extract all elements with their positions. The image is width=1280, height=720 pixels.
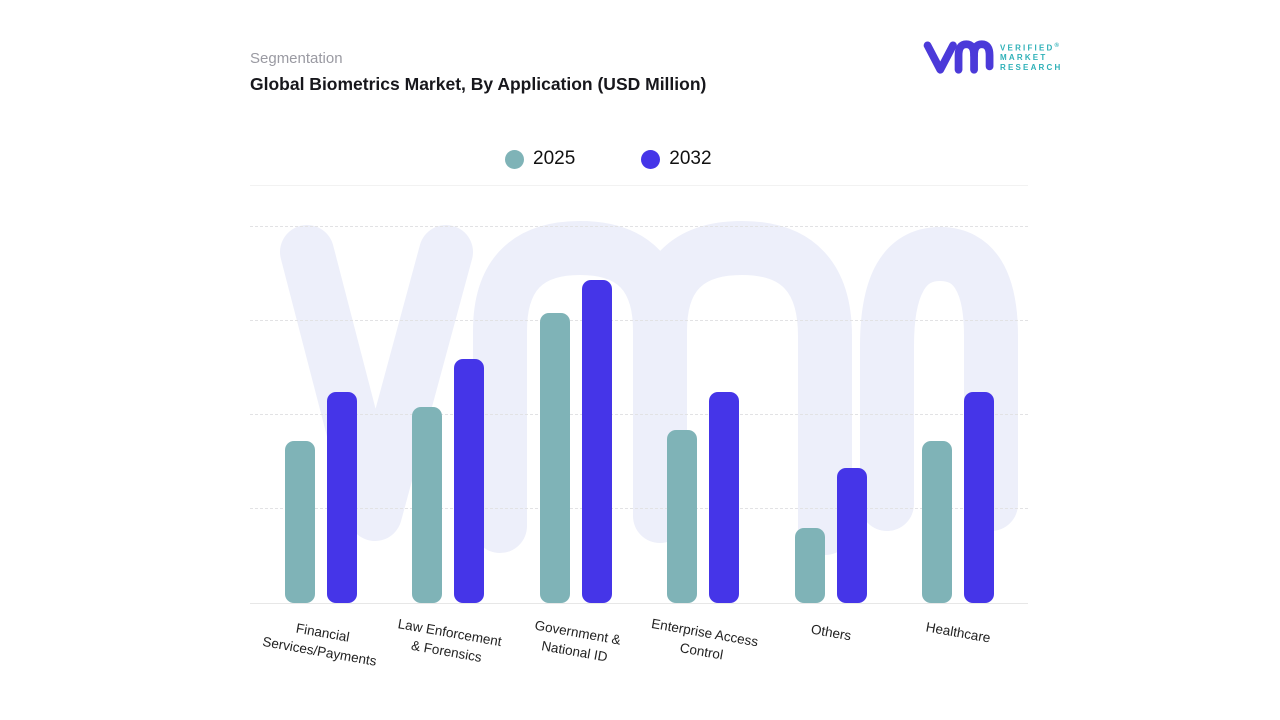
chart-region: Financial Services/Payments Law Enforcemen…: [250, 185, 1028, 685]
gridline: [250, 508, 1028, 509]
brand-logo: VERIFIED® MARKET RESEARCH: [922, 33, 1072, 81]
bar-2025-others[interactable]: [795, 528, 825, 603]
bar-2032-law-enforcement-forensics[interactable]: [454, 359, 484, 603]
bar-2025-financial-services-payments[interactable]: [285, 441, 315, 603]
legend-item-2025[interactable]: 2025: [505, 148, 575, 170]
chart-eyebrow: Segmentation: [250, 50, 343, 67]
chart-legend: 2025 2032: [505, 148, 712, 170]
plot-area: [250, 186, 1028, 604]
legend-swatch-2032: [641, 149, 661, 169]
bar-2032-government-national-id[interactable]: [582, 280, 612, 603]
brand-text: VERIFIED® MARKET RESEARCH: [1000, 42, 1063, 73]
bar-2025-enterprise-access-control[interactable]: [667, 430, 697, 603]
bar-2032-enterprise-access-control[interactable]: [709, 392, 739, 603]
bar-2025-healthcare[interactable]: [922, 441, 952, 603]
legend-item-2032[interactable]: 2032: [641, 148, 712, 170]
vmr-watermark-icon: [280, 221, 1018, 555]
bar-2025-law-enforcement-forensics[interactable]: [412, 407, 442, 603]
legend-label: 2025: [533, 148, 576, 169]
registered-mark: ®: [1054, 42, 1062, 49]
bar-2032-financial-services-payments[interactable]: [327, 392, 357, 603]
bar-2025-government-national-id[interactable]: [540, 313, 570, 603]
gridline: [250, 320, 1028, 321]
legend-label: 2032: [669, 148, 712, 169]
gridline: [250, 414, 1028, 415]
bar-2032-others[interactable]: [837, 468, 867, 603]
legend-swatch-2025: [505, 149, 524, 169]
page-title: Global Biometrics Market, By Application…: [250, 74, 707, 94]
vmr-logo-icon: [923, 40, 994, 74]
gridline: [250, 226, 1028, 227]
bar-2032-healthcare[interactable]: [964, 392, 994, 603]
